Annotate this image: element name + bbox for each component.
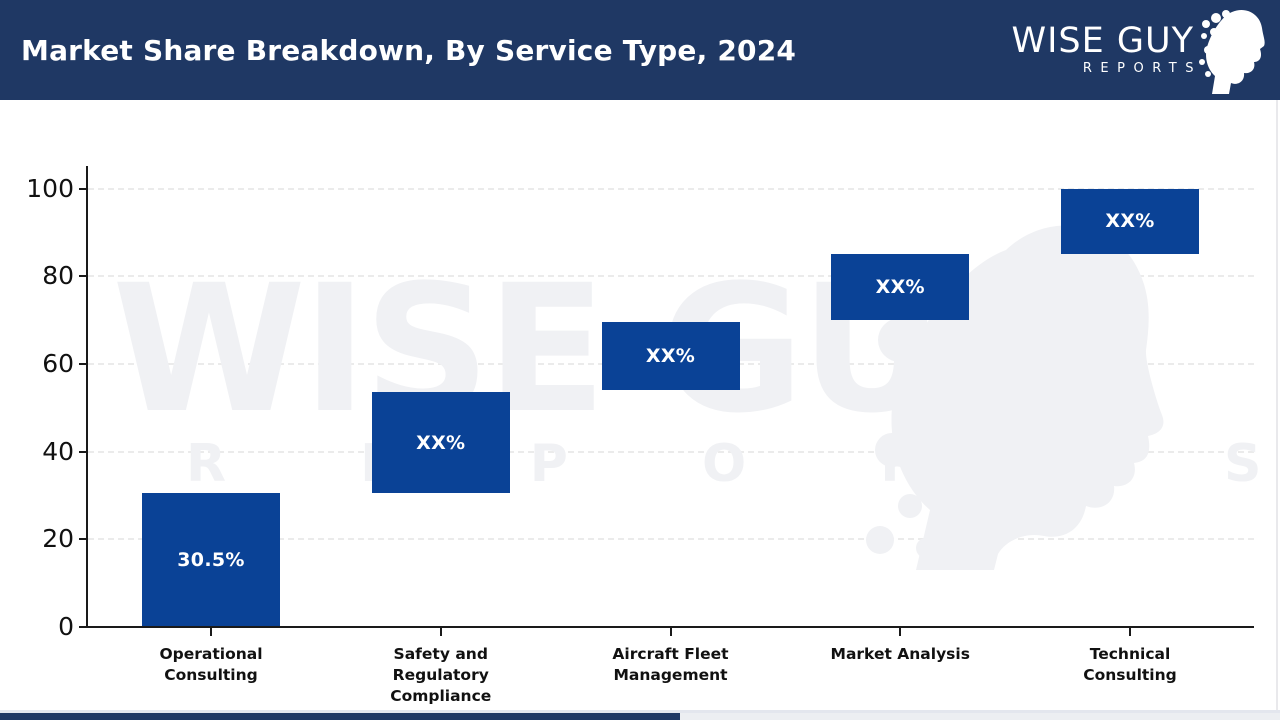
brand-logo-text: WISE GUY REPORTS	[1011, 21, 1194, 77]
bar-3: XX%	[601, 322, 740, 391]
gridline-overlay-y100	[88, 187, 1254, 190]
gridline-overlay-y40	[88, 450, 1254, 453]
y-axis-line	[86, 166, 88, 628]
right-edge-border	[1276, 100, 1278, 710]
header-bar: Market Share Breakdown, By Service Type,…	[0, 0, 1280, 100]
gridline-y80	[88, 275, 1254, 278]
x-tick	[439, 628, 442, 636]
category-label: Technical Consulting	[1083, 645, 1177, 684]
brand-subname: REPORTS	[1082, 61, 1202, 76]
gridline-overlay-y80	[88, 275, 1254, 278]
y-tick-label: 0	[58, 612, 74, 641]
y-tick	[79, 626, 87, 628]
category-label: Safety and Regulatory Compliance	[390, 645, 492, 705]
gridline-y100	[88, 187, 1254, 190]
category-label: Aircraft Fleet Management	[612, 645, 729, 684]
brand-head-icon	[1199, 10, 1265, 94]
y-tick	[79, 538, 87, 541]
y-tick	[79, 450, 87, 453]
bar-1: 30.5%	[142, 493, 280, 627]
bar-4: XX%	[831, 254, 970, 321]
page-title: Market Share Breakdown, By Service Type,…	[21, 33, 797, 67]
y-tick-label: 80	[42, 261, 74, 291]
y-tick-label: 100	[26, 173, 74, 203]
brand-name: WISE GUY	[1011, 21, 1194, 61]
footer-hairline	[0, 710, 1280, 713]
category-label: Operational Consulting	[159, 645, 263, 684]
bar-value-label: XX%	[416, 431, 466, 454]
x-tick	[669, 628, 672, 636]
category-label: Market Analysis	[830, 645, 970, 663]
y-tick	[79, 187, 87, 190]
x-tick	[1129, 628, 1131, 636]
gridline-y20	[88, 538, 1254, 541]
bar-value-label: XX%	[645, 345, 696, 368]
gridline-y40	[88, 450, 1254, 453]
bar-5: XX%	[1061, 188, 1199, 255]
y-tick-label: 60	[42, 348, 74, 378]
gridline-overlay-y20	[88, 538, 1254, 541]
y-tick	[79, 362, 87, 365]
bar-value-label: XX%	[875, 276, 925, 299]
x-tick	[210, 628, 212, 636]
bar-2: XX%	[371, 392, 510, 494]
y-tick-label: 20	[42, 524, 74, 554]
bar-value-label: XX%	[1105, 210, 1155, 233]
x-axis-line	[86, 626, 1254, 628]
y-tick	[79, 275, 87, 278]
footer-accent-bar-light	[680, 713, 1280, 720]
footer-accent-bar	[0, 713, 680, 720]
bar-value-label: 30.5%	[177, 549, 245, 572]
x-tick	[899, 628, 902, 636]
y-tick-label: 40	[42, 436, 74, 466]
brand-logo: WISE GUY REPORTS	[1011, 6, 1280, 94]
